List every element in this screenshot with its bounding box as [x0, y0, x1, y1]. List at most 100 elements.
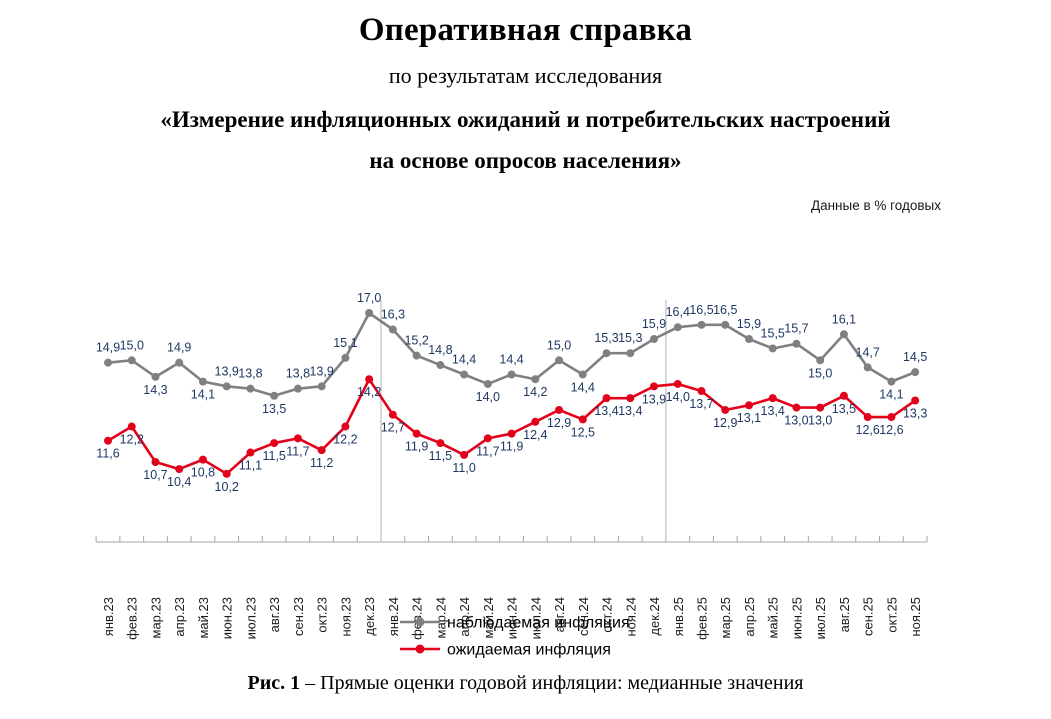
legend-label: наблюдаемая инфляция	[447, 615, 630, 632]
x-axis-label: ноя.24	[623, 597, 638, 637]
data-label: 15,9	[737, 317, 761, 331]
x-axis-label: ноя.23	[338, 597, 353, 637]
data-label: 14,5	[903, 350, 927, 364]
x-axis-label: апр.25	[742, 597, 757, 637]
data-point	[744, 335, 753, 344]
data-point	[768, 344, 777, 353]
data-point	[365, 375, 374, 384]
data-label: 13,7	[689, 397, 713, 411]
data-label: 15,3	[618, 331, 642, 345]
x-axis-label: сен.23	[291, 597, 306, 636]
data-label: 12,9	[713, 416, 737, 430]
data-point	[768, 394, 777, 403]
series-expected-inflation	[104, 375, 920, 478]
data-point	[127, 422, 136, 431]
data-label: 14,2	[357, 385, 381, 399]
data-label: 13,8	[286, 367, 310, 381]
data-label: 16,3	[381, 308, 405, 322]
data-point	[697, 387, 706, 396]
x-axis-label: фев.25	[695, 597, 710, 640]
data-label: 15,9	[642, 317, 666, 331]
data-label: 13,0	[808, 414, 832, 428]
year-divider-lines	[380, 300, 667, 542]
data-label: 11,5	[429, 449, 452, 463]
x-axis-label: фев.23	[125, 597, 140, 640]
data-label: 13,4	[761, 404, 785, 418]
figure-caption-text: – Прямые оценки годовой инфляции: медиан…	[300, 672, 804, 694]
data-label: 12,4	[523, 428, 547, 442]
data-point	[839, 391, 848, 400]
data-label: 14,2	[523, 385, 547, 399]
data-point	[863, 363, 872, 372]
data-point	[412, 351, 421, 360]
data-label: 12,9	[547, 416, 571, 430]
data-point	[911, 396, 920, 405]
data-label: 14,3	[143, 383, 167, 397]
data-label: 13,0	[784, 414, 808, 428]
data-label: 15,0	[120, 338, 144, 352]
data-label: 12,2	[120, 433, 144, 447]
data-point	[460, 450, 469, 459]
x-axis-label: янв.24	[386, 597, 401, 636]
legend-item-expected-inflation: ожидаемая инфляция	[400, 642, 611, 659]
data-point	[151, 457, 160, 466]
data-label: 16,5	[689, 303, 713, 317]
data-label: 13,3	[903, 407, 927, 421]
x-axis-label: янв.23	[101, 597, 116, 636]
data-label: 12,5	[571, 425, 595, 439]
data-point	[531, 375, 540, 384]
data-label: 11,1	[239, 459, 262, 473]
x-axis-label: окт.25	[884, 597, 899, 633]
x-axis-label: апр.23	[172, 597, 187, 637]
data-label: 11,7	[476, 444, 499, 458]
data-label: 10,7	[143, 468, 167, 482]
data-point	[388, 410, 397, 419]
series-observed-inflation	[104, 309, 920, 400]
data-point	[650, 382, 659, 391]
data-point	[626, 394, 635, 403]
data-label: 13,5	[832, 402, 856, 416]
data-point	[104, 436, 112, 445]
data-point	[460, 370, 469, 379]
document-header: Оперативная справка по результатам иссле…	[0, 0, 1051, 179]
x-axis	[95, 536, 928, 543]
data-labels: 14,9 15,014,314,914,113,9 13,813,513,8 13,9…	[96, 291, 928, 494]
data-label: 12,6	[856, 423, 880, 437]
data-point	[602, 394, 611, 403]
data-point	[507, 370, 516, 379]
x-axis-label: июл.23	[243, 597, 258, 639]
data-label: 14,4	[571, 380, 595, 394]
figure-number: Рис. 1	[247, 672, 301, 694]
data-point	[863, 413, 872, 422]
data-point	[151, 372, 160, 381]
data-point	[127, 356, 136, 365]
data-point	[887, 377, 896, 386]
legend-label: ожидаемая инфляция	[447, 642, 611, 659]
data-label: 14,4	[452, 352, 476, 366]
data-point	[911, 368, 920, 377]
data-point	[365, 309, 374, 317]
x-axis-label: авг.24	[552, 597, 567, 632]
data-point	[483, 379, 492, 388]
study-name-line-1: «Измерение инфляционных ожиданий и потре…	[160, 107, 891, 132]
x-axis-labels: янв.23 фев.23 мар.23 апр.23 май.23 июн.23 июл.…	[101, 597, 923, 640]
data-point	[293, 384, 302, 393]
data-label: 16,4	[666, 305, 690, 319]
data-label: 12,7	[381, 421, 405, 435]
data-point	[650, 335, 659, 344]
data-point	[792, 339, 801, 348]
x-axis-label: май.23	[196, 597, 211, 639]
data-label: 15,2	[404, 334, 428, 348]
data-label: 12,2	[333, 433, 357, 447]
data-point	[436, 439, 445, 448]
x-axis-label: авг.25	[837, 597, 852, 632]
data-label: 13,5	[262, 402, 286, 416]
data-label: 14,4	[499, 352, 523, 366]
data-label: 11,9	[405, 440, 428, 454]
data-point	[198, 455, 207, 464]
x-axis-label: июл.24	[528, 597, 543, 639]
data-label: 11,7	[286, 444, 309, 458]
units-note: Данные в % годовых	[810, 198, 941, 213]
x-axis-label: мар.23	[148, 597, 163, 638]
data-point	[721, 320, 730, 329]
